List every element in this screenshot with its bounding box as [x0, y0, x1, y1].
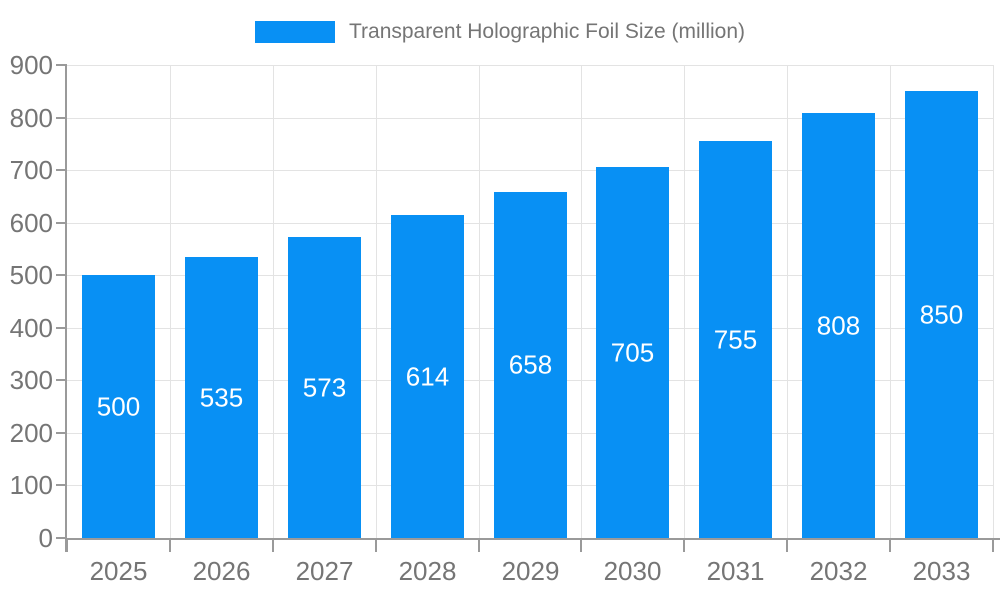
- v-gridline: [273, 65, 274, 538]
- v-gridline: [581, 65, 582, 538]
- bar-value-label: 808: [816, 310, 861, 340]
- y-tick: [56, 432, 67, 434]
- y-tick: [56, 379, 67, 381]
- y-axis-label: 700: [9, 155, 53, 185]
- x-tick: [992, 540, 994, 552]
- x-axis-label: 2026: [192, 556, 251, 586]
- bar: 535: [185, 257, 258, 538]
- bar: 705: [596, 167, 669, 538]
- x-axis-label: 2025: [89, 556, 148, 586]
- x-tick: [786, 540, 788, 552]
- x-tick: [683, 540, 685, 552]
- bar: 808: [802, 113, 875, 538]
- bar-value-label: 573: [302, 372, 347, 402]
- y-axis-label: 200: [9, 418, 53, 448]
- v-gridline: [890, 65, 891, 538]
- y-tick: [56, 169, 67, 171]
- bar-value-label: 658: [508, 349, 553, 380]
- x-axis-label: 2032: [809, 556, 868, 586]
- v-gridline: [479, 65, 480, 538]
- legend-series-label: Transparent Holographic Foil Size (milli…: [348, 20, 746, 43]
- bar: 850: [905, 91, 978, 538]
- x-tick: [272, 540, 274, 552]
- y-tick: [56, 222, 67, 224]
- x-tick: [169, 540, 171, 552]
- bar: 614: [391, 215, 464, 538]
- y-axis-line: [65, 65, 67, 552]
- bar-value-label: 500: [96, 391, 141, 421]
- y-axis-label: 0: [38, 523, 53, 553]
- y-axis-label: 500: [9, 260, 53, 290]
- v-gridline: [787, 65, 788, 538]
- h-gridline: [67, 170, 993, 171]
- y-tick: [56, 64, 67, 66]
- x-axis-label: 2029: [501, 556, 560, 586]
- bar-value-label: 614: [405, 361, 450, 391]
- x-tick: [478, 540, 480, 552]
- y-axis-label: 400: [9, 313, 53, 343]
- h-gridline: [67, 65, 993, 66]
- v-gridline: [684, 65, 685, 538]
- x-axis-label: 2030: [603, 556, 662, 586]
- v-gridline: [993, 65, 994, 538]
- x-tick: [375, 540, 377, 552]
- x-axis-line: [65, 538, 1000, 540]
- bar: 755: [699, 141, 772, 538]
- bar: 500: [82, 275, 155, 538]
- y-tick: [56, 537, 67, 539]
- x-tick: [66, 540, 68, 552]
- legend-swatch: [254, 21, 335, 43]
- x-tick: [580, 540, 582, 552]
- bar: 573: [288, 237, 361, 538]
- y-axis-label: 300: [9, 365, 53, 395]
- h-gridline: [67, 118, 993, 119]
- x-tick: [889, 540, 891, 552]
- y-tick: [56, 484, 67, 486]
- y-axis-label: 100: [9, 470, 53, 500]
- bar: 658: [494, 192, 567, 538]
- y-axis-label: 600: [9, 208, 53, 238]
- y-tick: [56, 274, 67, 276]
- bar-value-label: 535: [199, 382, 244, 412]
- v-gridline: [170, 65, 171, 538]
- x-axis-label: 2027: [295, 556, 354, 586]
- legend: Transparent Holographic Foil Size (milli…: [0, 18, 1000, 46]
- y-tick: [56, 117, 67, 119]
- x-axis-label: 2033: [912, 556, 971, 586]
- y-axis-label: 900: [9, 50, 53, 80]
- bar-value-label: 705: [610, 337, 655, 367]
- y-tick: [56, 327, 67, 329]
- v-gridline: [376, 65, 377, 538]
- y-axis-label: 800: [9, 103, 53, 133]
- bar-value-label: 850: [919, 299, 964, 329]
- x-axis-label: 2028: [398, 556, 457, 586]
- bar-value-label: 755: [713, 324, 758, 354]
- x-axis-label: 2031: [706, 556, 765, 586]
